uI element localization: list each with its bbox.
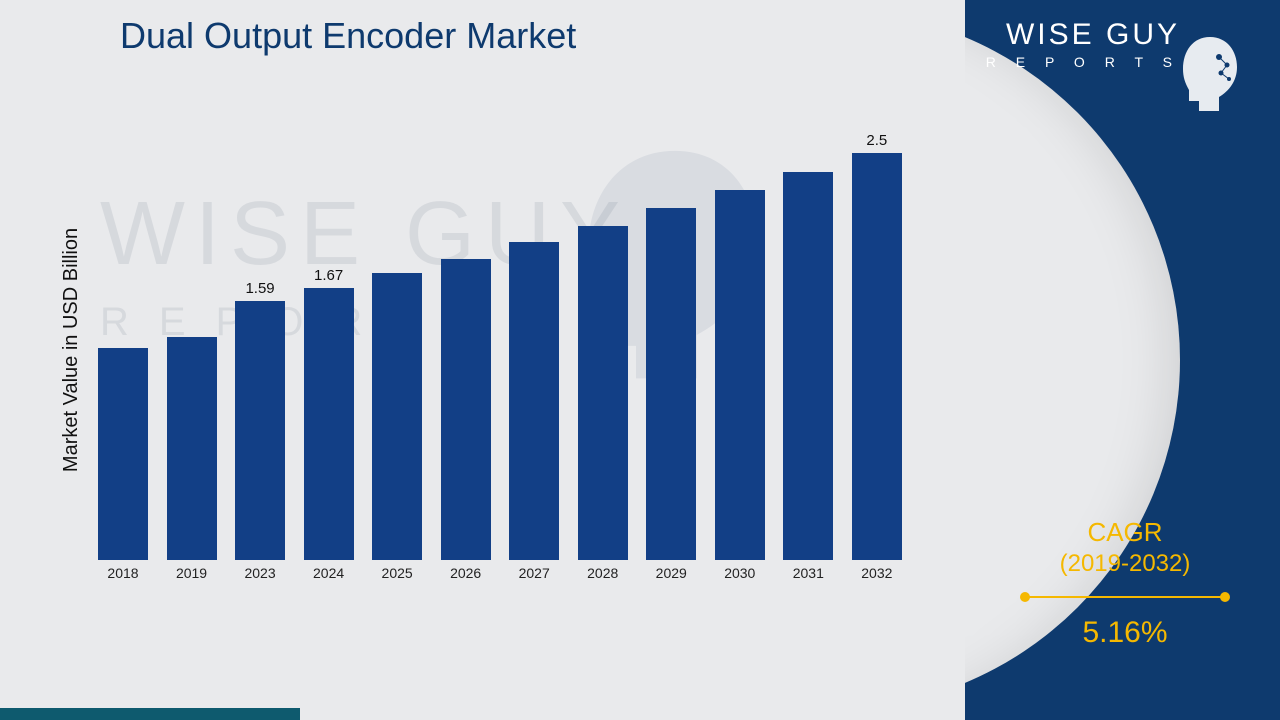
bar-value-label: 1.59 — [245, 280, 274, 298]
bar — [98, 348, 148, 560]
bar — [509, 242, 559, 560]
x-axis-label: 2031 — [780, 565, 836, 581]
x-axis-label: 2026 — [438, 565, 494, 581]
bar — [167, 337, 217, 560]
x-axis-label: 2024 — [301, 565, 357, 581]
cagr-period: (2019-2032) — [1010, 550, 1240, 578]
bar — [304, 288, 354, 560]
x-axis-label: 2027 — [506, 565, 562, 581]
x-axis-label: 2032 — [849, 565, 905, 581]
bar — [783, 172, 833, 560]
x-axis-label: 2030 — [712, 565, 768, 581]
main-chart-area: WISE GUY REPORTS Dual Output Encoder Mar… — [0, 0, 965, 720]
bar — [852, 153, 902, 560]
x-axis-label: 2019 — [164, 565, 220, 581]
logo-area: WISE GUY R E P O R T S — [986, 20, 1260, 70]
bar — [578, 226, 628, 560]
x-axis-label: 2025 — [369, 565, 425, 581]
bar — [646, 208, 696, 560]
bar-group — [506, 221, 562, 560]
bar-group — [164, 316, 220, 560]
bar-group — [712, 169, 768, 560]
x-axis-label: 2018 — [95, 565, 151, 581]
bar-group: 1.67 — [301, 267, 357, 560]
chart-title: Dual Output Encoder Market — [120, 15, 576, 57]
bar-value-label: 2.5 — [866, 132, 887, 150]
bar — [441, 259, 491, 560]
bar-group — [438, 238, 494, 560]
bar-group — [780, 151, 836, 560]
bar-group — [369, 252, 425, 560]
cagr-box: CAGR (2019-2032) 5.16% — [1010, 517, 1240, 650]
chart-container: 1.59 1.67 2.5 — [90, 120, 910, 560]
x-axis-label: 2029 — [643, 565, 699, 581]
logo-head-icon — [1175, 35, 1245, 115]
logo-sub-text: R E P O R T S — [986, 54, 1180, 70]
cagr-label: CAGR — [1010, 517, 1240, 548]
bars-area: 1.59 1.67 2.5 — [90, 120, 910, 560]
bar — [715, 190, 765, 560]
bar-group — [95, 327, 151, 560]
x-axis-label: 2028 — [575, 565, 631, 581]
logo-main-text: WISE GUY — [986, 20, 1180, 50]
bar-group: 2.5 — [849, 132, 905, 560]
x-axis-label: 2023 — [232, 565, 288, 581]
bottom-accent-bar — [0, 708, 300, 720]
cagr-divider-line — [1025, 596, 1225, 598]
bar-group — [643, 187, 699, 560]
y-axis-label: Market Value in USD Billion — [60, 228, 83, 472]
bar-group — [575, 205, 631, 560]
bar — [372, 273, 422, 560]
bar-value-label: 1.67 — [314, 267, 343, 285]
cagr-value: 5.16% — [1010, 616, 1240, 650]
bar — [235, 301, 285, 560]
bar-group: 1.59 — [232, 280, 288, 560]
x-axis-labels: 2018 2019 2023 2024 2025 2026 2027 2028 2029 2030… — [90, 565, 910, 581]
